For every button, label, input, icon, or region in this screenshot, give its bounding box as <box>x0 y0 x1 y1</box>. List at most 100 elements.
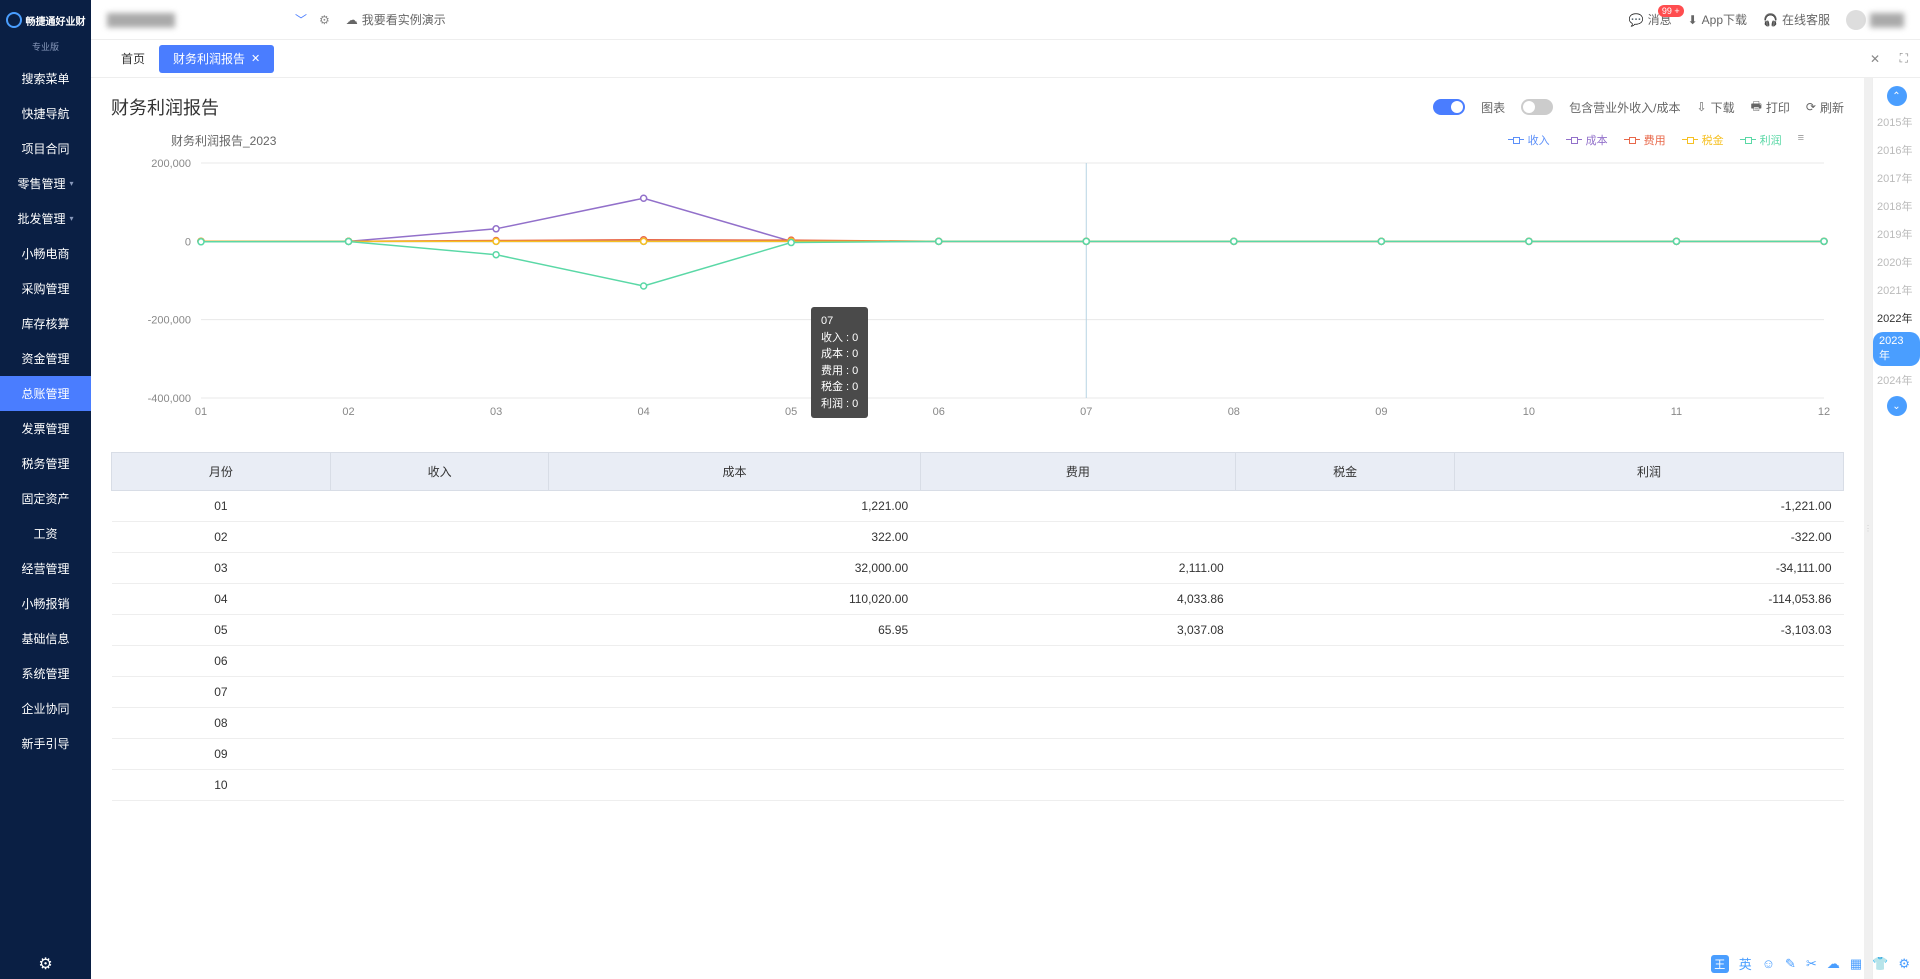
refresh-button[interactable]: ⟳刷新 <box>1806 99 1844 116</box>
ime-main-icon[interactable]: 王 <box>1711 955 1729 973</box>
nav-item-8[interactable]: 资金管理 <box>0 341 91 376</box>
year-item[interactable]: 2018年 <box>1873 192 1920 220</box>
download-button[interactable]: ⇩下载 <box>1697 99 1735 116</box>
extra-toggle-label: 包含营业外收入/成本 <box>1569 99 1680 116</box>
nav-item-7[interactable]: 库存核算 <box>0 306 91 341</box>
message-badge: 99 + <box>1658 5 1684 17</box>
ime-toolbar: 王 英 ☺ ✎ ✂ ☁ ▦ 👕 ⚙ <box>1711 954 1910 973</box>
ime-edit-icon[interactable]: ✎ <box>1785 956 1796 972</box>
org-settings-icon[interactable]: ⚙ <box>319 13 330 27</box>
nav-item-1[interactable]: 快捷导航 <box>0 96 91 131</box>
legend-expense[interactable]: 费用 <box>1624 132 1666 148</box>
nav-item-10[interactable]: 发票管理 <box>0 411 91 446</box>
legend-cost[interactable]: 成本 <box>1566 132 1608 148</box>
data-table: 月份收入成本费用税金利润 011,221.00-1,221.0002322.00… <box>111 452 1844 801</box>
year-down-icon[interactable]: ⌄ <box>1887 396 1907 416</box>
cloud-icon: ☁ <box>346 13 358 27</box>
tab-report[interactable]: 财务利润报告 ✕ <box>159 45 274 73</box>
topbar: ████████ ﹀ ⚙ ☁ 我要看实例演示 💬 消息 99 + ⬇ App下载… <box>91 0 1920 40</box>
svg-text:01: 01 <box>195 406 207 418</box>
year-item[interactable]: 2024年 <box>1873 366 1920 394</box>
year-item[interactable]: 2022年 <box>1873 304 1920 332</box>
svg-text:03: 03 <box>490 406 502 418</box>
svg-text:04: 04 <box>638 406 650 418</box>
print-button[interactable]: 🖶打印 <box>1751 97 1790 118</box>
chart-toggle-label: 图表 <box>1481 99 1505 116</box>
ime-grid-icon[interactable]: ▦ <box>1850 956 1862 972</box>
svg-text:10: 10 <box>1523 406 1535 418</box>
nav-item-6[interactable]: 采购管理 <box>0 271 91 306</box>
legend-more-icon[interactable]: ≡ <box>1798 132 1804 148</box>
table-row: 10 <box>112 770 1844 801</box>
content-main: 财务利润报告 图表 包含营业外收入/成本 ⇩下载 🖶打印 ⟳刷新 财务利润报告_… <box>91 78 1864 979</box>
brand-logo: 畅捷通好业财 <box>0 0 91 40</box>
ime-lang[interactable]: 英 <box>1739 954 1752 973</box>
ime-smile-icon[interactable]: ☺ <box>1762 956 1775 971</box>
nav-item-5[interactable]: 小畅电商 <box>0 236 91 271</box>
nav-item-3[interactable]: 零售管理 <box>0 166 91 201</box>
year-item[interactable]: 2015年 <box>1873 108 1920 136</box>
print-icon: 🖶 <box>1751 97 1762 118</box>
nav-item-16[interactable]: 基础信息 <box>0 621 91 656</box>
avatar-icon <box>1846 10 1866 30</box>
resize-handle[interactable]: ⋮ <box>1864 78 1872 979</box>
nav-item-11[interactable]: 税务管理 <box>0 446 91 481</box>
year-item[interactable]: 2017年 <box>1873 164 1920 192</box>
ime-cloud-icon[interactable]: ☁ <box>1827 956 1840 972</box>
year-item[interactable]: 2023年 <box>1873 332 1920 366</box>
year-item[interactable]: 2019年 <box>1873 220 1920 248</box>
nav-item-17[interactable]: 系统管理 <box>0 656 91 691</box>
year-item[interactable]: 2020年 <box>1873 248 1920 276</box>
nav-item-4[interactable]: 批发管理 <box>0 201 91 236</box>
table-row: 07 <box>112 677 1844 708</box>
org-selector[interactable]: ████████ <box>107 13 175 27</box>
nav-item-15[interactable]: 小畅报销 <box>0 586 91 621</box>
chart-tooltip: 07 收入 : 0 成本 : 0 费用 : 0 税金 : 0 利润 : 0 <box>811 307 868 418</box>
legend-profit[interactable]: 利润 <box>1740 132 1782 148</box>
year-panel: ⌃ 2015年2016年2017年2018年2019年2020年2021年202… <box>1872 78 1920 979</box>
demo-link[interactable]: ☁ 我要看实例演示 <box>346 11 446 28</box>
fullscreen-icon[interactable]: ⛶ <box>1900 51 1908 66</box>
page-header: 财务利润报告 图表 包含营业外收入/成本 ⇩下载 🖶打印 ⟳刷新 <box>111 94 1844 120</box>
chevron-down-icon[interactable]: ﹀ <box>295 11 307 28</box>
close-icon[interactable]: ✕ <box>251 52 260 65</box>
table-row: 09 <box>112 739 1844 770</box>
messages-button[interactable]: 💬 消息 99 + <box>1629 11 1672 28</box>
extra-toggle[interactable] <box>1521 99 1553 115</box>
nav-item-14[interactable]: 经营管理 <box>0 551 91 586</box>
table-row: 0565.953,037.08-3,103.03 <box>112 615 1844 646</box>
user-menu[interactable]: ████ <box>1846 10 1904 30</box>
svg-text:06: 06 <box>933 406 945 418</box>
content: 财务利润报告 图表 包含营业外收入/成本 ⇩下载 🖶打印 ⟳刷新 财务利润报告_… <box>91 78 1920 979</box>
nav-item-2[interactable]: 项目合同 <box>0 131 91 166</box>
settings-gear-icon[interactable]: ⚙ <box>0 949 91 979</box>
ime-gear-icon[interactable]: ⚙ <box>1898 956 1910 972</box>
line-chart[interactable]: -400,000-200,0000200,0000102030405060708… <box>111 153 1844 423</box>
svg-text:11: 11 <box>1671 406 1682 418</box>
table-row: 06 <box>112 646 1844 677</box>
nav-item-19[interactable]: 新手引导 <box>0 726 91 761</box>
nav-item-12[interactable]: 固定资产 <box>0 481 91 516</box>
svg-text:12: 12 <box>1818 406 1830 418</box>
svg-text:-200,000: -200,000 <box>148 315 191 327</box>
tab-home[interactable]: 首页 <box>107 45 159 73</box>
logo-icon <box>6 12 22 28</box>
close-all-icon[interactable]: ✕ <box>1870 52 1880 66</box>
nav-item-0[interactable]: 搜索菜单 <box>0 61 91 96</box>
table-row: 011,221.00-1,221.00 <box>112 491 1844 522</box>
nav-item-13[interactable]: 工资 <box>0 516 91 551</box>
support-button[interactable]: 🎧 在线客服 <box>1763 11 1830 28</box>
brand-name: 畅捷通好业财 <box>26 13 86 28</box>
year-up-icon[interactable]: ⌃ <box>1887 86 1907 106</box>
nav-item-9[interactable]: 总账管理 <box>0 376 91 411</box>
chart-toggle[interactable] <box>1433 99 1465 115</box>
year-item[interactable]: 2016年 <box>1873 136 1920 164</box>
legend-income[interactable]: 收入 <box>1508 132 1550 148</box>
year-item[interactable]: 2021年 <box>1873 276 1920 304</box>
ime-shirt-icon[interactable]: 👕 <box>1872 956 1888 972</box>
legend-tax[interactable]: 税金 <box>1682 132 1724 148</box>
ime-scissors-icon[interactable]: ✂ <box>1806 956 1817 972</box>
chart-area: 财务利润报告_2023 收入 成本 费用 税金 利润 ≡ -400,000-20… <box>111 132 1844 432</box>
nav-item-18[interactable]: 企业协同 <box>0 691 91 726</box>
app-download-button[interactable]: ⬇ App下载 <box>1688 11 1747 28</box>
